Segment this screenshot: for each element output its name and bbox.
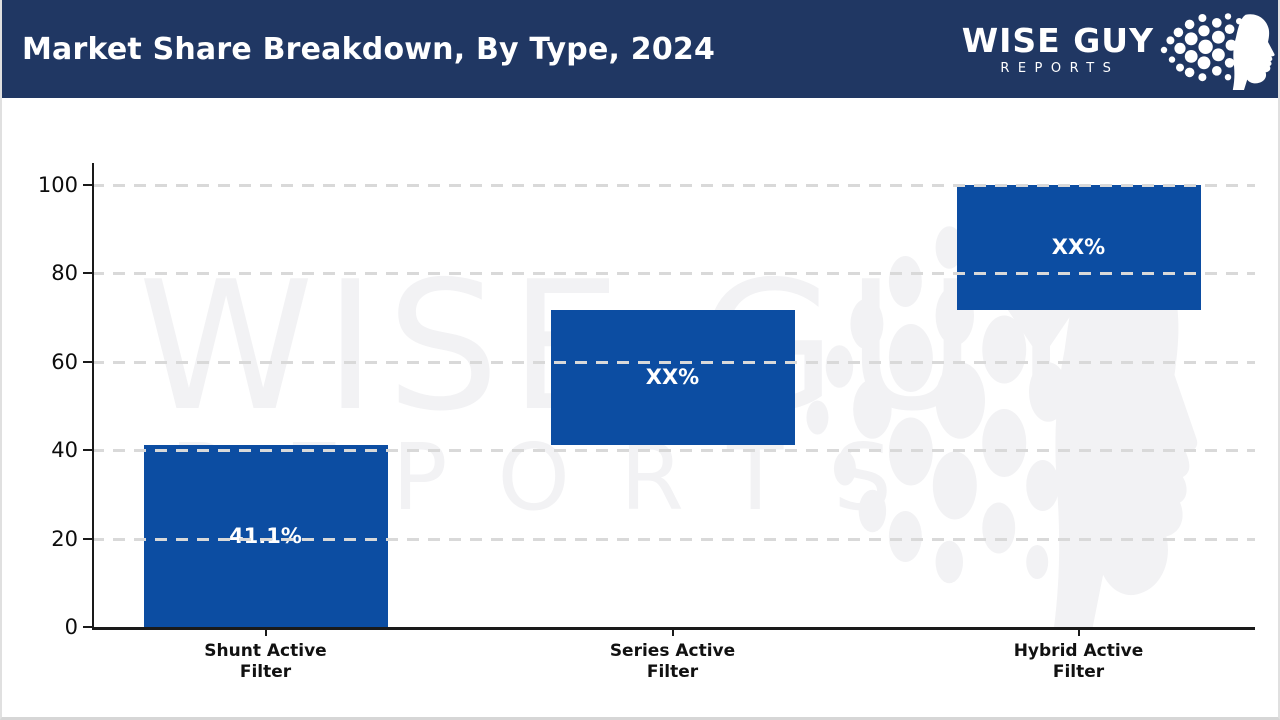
gridline [92, 184, 1255, 187]
y-tick-label: 60 [51, 349, 78, 374]
chart-title: Market Share Breakdown, By Type, 2024 [22, 31, 716, 67]
bar-segment: XX% [956, 185, 1201, 310]
x-tick-mark [264, 627, 267, 636]
x-tick-label: Series Active Filter [609, 641, 736, 682]
bar-value-label: 41.1% [229, 524, 302, 549]
header: Market Share Breakdown, By Type, 2024 WI… [2, 0, 1278, 98]
bar-segment: XX% [550, 309, 795, 446]
x-tick-label: Shunt Active Filter [204, 641, 327, 682]
y-tick-label: 40 [51, 438, 78, 463]
gridline [92, 449, 1255, 453]
y-tick-label: 100 [37, 173, 78, 197]
x-axis [92, 627, 1255, 630]
y-tick-mark [83, 449, 92, 452]
x-tick-mark [1077, 627, 1080, 636]
y-tick-mark [83, 272, 92, 275]
y-axis [92, 163, 94, 629]
wiseguy-logo: WISE GUY REPORTS [962, 4, 1276, 96]
y-tick-mark [83, 360, 92, 363]
y-tick-label: 0 [64, 615, 78, 639]
y-tick-label: 20 [51, 526, 78, 551]
x-tick-label: Hybrid Active Filter [1013, 641, 1144, 682]
bar-value-label: XX% [645, 365, 700, 390]
gridline [92, 272, 1255, 276]
logo-wordmark: WISE GUY [961, 20, 1154, 60]
x-tick-mark [671, 627, 674, 636]
bar-value-label: XX% [1051, 235, 1106, 260]
gridline [92, 360, 1255, 364]
y-tick-mark [83, 626, 92, 628]
y-tick-label: 80 [51, 261, 78, 286]
bar-segment: 41.1% [143, 445, 388, 627]
logo-subtitle: REPORTS [1000, 61, 1120, 77]
y-tick-mark [83, 184, 92, 186]
gridline [92, 537, 1255, 541]
y-tick-mark [83, 537, 92, 540]
